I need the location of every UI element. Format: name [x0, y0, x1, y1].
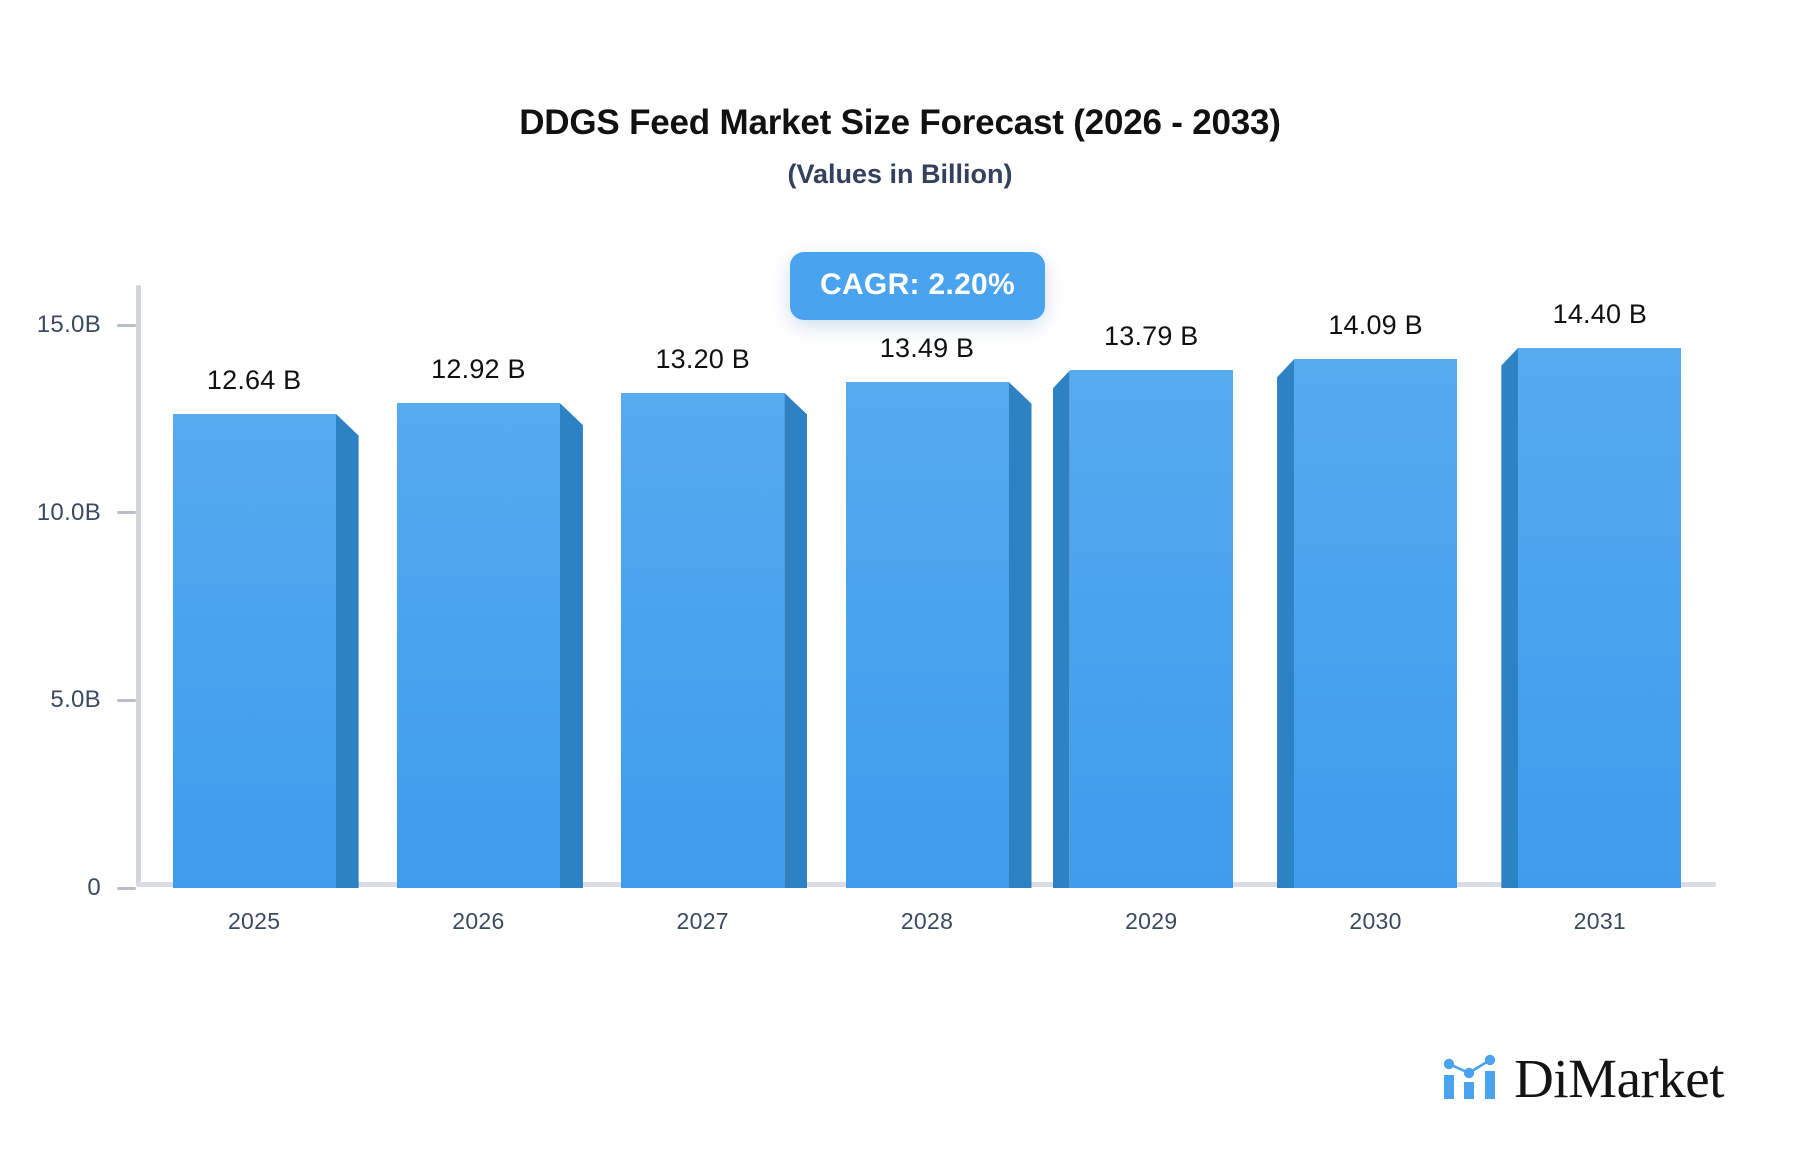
bar-front-face: [1069, 370, 1233, 888]
bar-side-face: [1052, 370, 1070, 888]
chart-title-block: DDGS Feed Market Size Forecast (2026 - 2…: [0, 103, 1800, 189]
page-title: DDGS Feed Market Size Forecast (2026 - 2…: [519, 103, 1281, 142]
y-axis-tick-mark: [117, 698, 136, 702]
bar-2025[interactable]: 12.64 B: [172, 365, 359, 888]
brand-logo: DiMarket: [1440, 1051, 1724, 1106]
bar-value-label: 14.09 B: [1328, 310, 1423, 341]
chart-subtitle: (Values in Billion): [787, 158, 1013, 189]
bar-value-label: 13.20 B: [655, 343, 750, 374]
bar-value-label: 13.79 B: [1104, 321, 1199, 352]
y-axis-tick-label: 10.0B: [36, 498, 101, 526]
bar-front-face: [621, 392, 785, 888]
x-axis-label-2025: 2025: [227, 908, 281, 934]
bar-2028[interactable]: 13.49 B: [845, 333, 1032, 888]
bar-side-face: [1501, 347, 1519, 888]
x-axis-label-2031: 2031: [1573, 908, 1627, 934]
x-axis-label-2029: 2029: [1125, 908, 1178, 934]
x-axis-label-2026: 2026: [452, 908, 505, 934]
cagr-badge: CAGR: 2.20%: [790, 252, 1046, 320]
y-axis-ticks: 0 5.0B 10.0B 15.0B: [0, 0, 136, 1156]
y-axis-tick-label: 15.0B: [36, 311, 101, 339]
y-axis-tick: 15.0B: [37, 311, 136, 339]
y-axis-tick-label: 0: [87, 874, 101, 901]
bar-front-face: [1294, 359, 1458, 888]
x-axis-label-2030: 2030: [1349, 908, 1402, 934]
bar-2027[interactable]: 13.20 B: [621, 344, 808, 888]
bar-side-face: [1008, 381, 1032, 888]
bar-value-label: 13.49 B: [879, 332, 975, 363]
bar-value-label: 12.64 B: [206, 364, 302, 395]
bar-side-face: [559, 403, 583, 888]
bar-chart-trend-icon: [1440, 1051, 1500, 1106]
bar-value-label: 12.92 B: [431, 354, 526, 385]
y-axis-tick-mark: [117, 886, 136, 890]
bar-front-face: [1518, 347, 1682, 888]
brand-name: DiMarket: [1514, 1048, 1724, 1109]
y-axis-tick-mark: [117, 511, 136, 515]
y-axis-tick: 10.0B: [37, 499, 136, 527]
bar-value-label: 14.40 B: [1552, 298, 1648, 329]
bar-2030[interactable]: 14.09 B: [1277, 310, 1458, 888]
plot-area: 12.64 B 12.92 B 13.20 B 13.49 B 13.79 B 14.09…: [140, 280, 1710, 888]
bar-front-face: [845, 381, 1009, 888]
x-axis-label-2027: 2027: [676, 908, 729, 934]
y-axis-tick-label: 5.0B: [50, 686, 101, 714]
bar-front-face: [396, 403, 560, 888]
bar-side-face: [335, 413, 359, 888]
bar-side-face: [784, 392, 808, 888]
y-axis-tick: 5.0B: [50, 686, 136, 714]
y-axis-tick: 0: [87, 874, 136, 902]
bar-2026[interactable]: 12.92 B: [396, 354, 583, 888]
bar-side-face: [1277, 359, 1295, 888]
y-axis-line: [136, 285, 141, 885]
y-axis-tick-mark: [117, 323, 136, 327]
bar-2031[interactable]: 14.40 B: [1501, 299, 1682, 888]
bar-front-face: [172, 413, 336, 888]
bar-2029[interactable]: 13.79 B: [1052, 321, 1233, 888]
x-axis-label-2028: 2028: [900, 908, 954, 934]
